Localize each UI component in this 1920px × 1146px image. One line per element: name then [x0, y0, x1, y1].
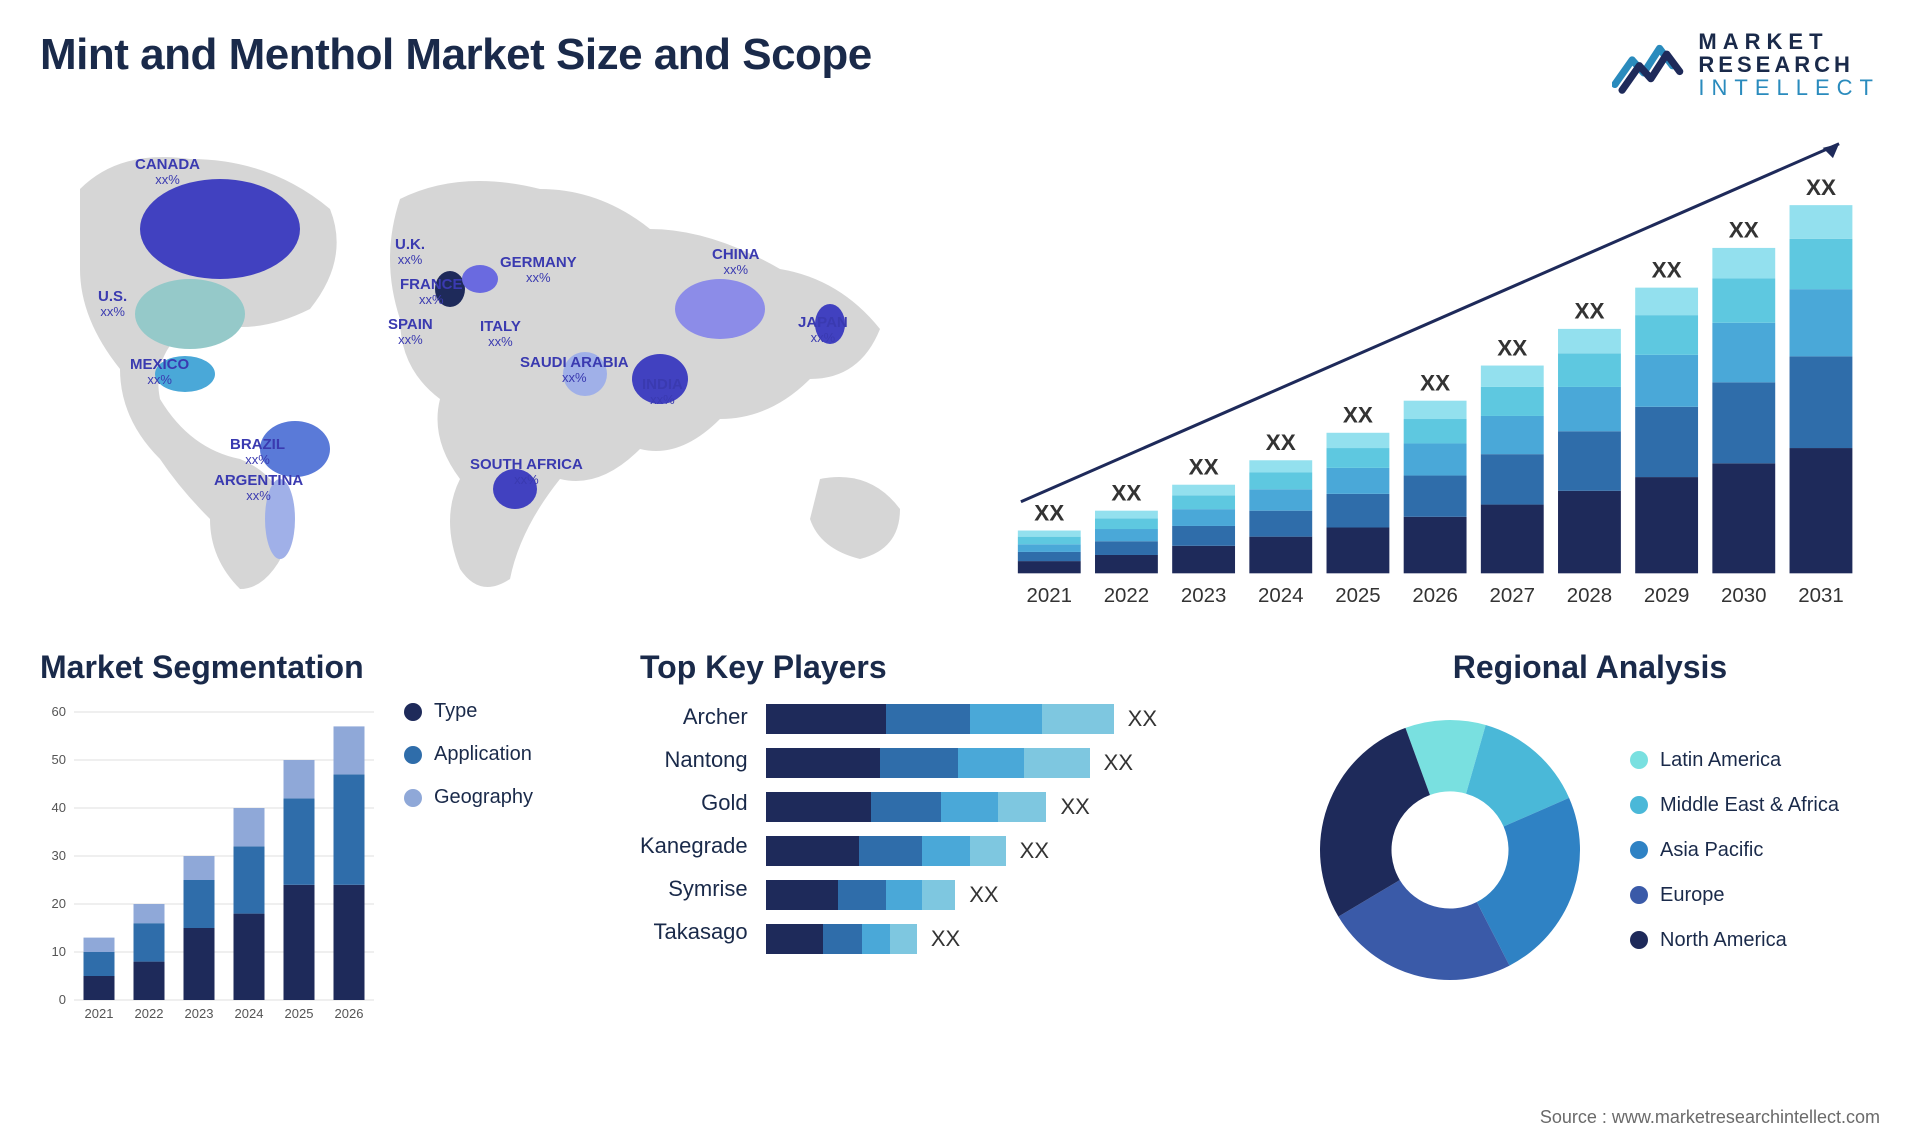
- svg-text:20: 20: [52, 896, 66, 911]
- player-bar-row: XX: [766, 924, 1260, 954]
- map-label-southafrica: SOUTH AFRICAxx%: [470, 457, 583, 486]
- svg-text:30: 30: [52, 848, 66, 863]
- player-name: Symrise: [668, 876, 747, 902]
- map-label-uk: U.K.xx%: [395, 237, 425, 266]
- brand-logo: MARKET RESEARCH INTELLECT: [1612, 30, 1880, 99]
- svg-text:XX: XX: [1343, 403, 1373, 428]
- svg-text:2026: 2026: [335, 1006, 364, 1021]
- player-name: Archer: [683, 704, 748, 730]
- player-bar-row: XX: [766, 880, 1260, 910]
- seg-legend-item: Application: [404, 743, 533, 766]
- svg-text:2027: 2027: [1490, 584, 1535, 607]
- regional-legend-item: Asia Pacific: [1630, 839, 1839, 862]
- world-map-panel: CANADAxx% U.S.xx% MEXICOxx% BRAZILxx% ARGENT…: [40, 119, 940, 639]
- regional-panel: Regional Analysis Latin America Middle Ea…: [1300, 649, 1880, 1030]
- svg-text:50: 50: [52, 752, 66, 767]
- map-label-spain: SPAINxx%: [388, 317, 433, 346]
- players-bar-chart: XX XX XX XX XX XX: [766, 700, 1260, 954]
- map-label-france: FRANCExx%: [400, 277, 463, 306]
- svg-text:2024: 2024: [235, 1006, 264, 1021]
- svg-text:XX: XX: [1189, 455, 1219, 480]
- segmentation-title: Market Segmentation: [40, 649, 600, 686]
- logo-line2: RESEARCH: [1698, 53, 1880, 76]
- segmentation-chart: 0 10 20 30 40 50 60 2021 2022 2023 2024 2025 2026: [40, 700, 380, 1030]
- svg-text:XX: XX: [1652, 258, 1682, 283]
- map-label-india: INDIAxx%: [642, 377, 683, 406]
- player-name: Kanegrade: [640, 833, 748, 859]
- svg-text:2025: 2025: [285, 1006, 314, 1021]
- svg-text:XX: XX: [1574, 299, 1604, 324]
- map-label-argentina: ARGENTINAxx%: [214, 473, 303, 502]
- svg-text:2026: 2026: [1412, 584, 1457, 607]
- segmentation-legend: Type Application Geography: [404, 700, 533, 1030]
- svg-text:2021: 2021: [85, 1006, 114, 1021]
- page-title: Mint and Menthol Market Size and Scope: [40, 30, 872, 80]
- svg-text:2021: 2021: [1027, 584, 1072, 607]
- logo-line3: INTELLECT: [1698, 76, 1880, 99]
- player-name: Nantong: [664, 747, 747, 773]
- player-bar-row: XX: [766, 836, 1260, 866]
- regional-donut-chart: [1300, 700, 1600, 1000]
- player-name: Gold: [701, 790, 747, 816]
- svg-text:2028: 2028: [1567, 584, 1612, 607]
- map-label-us: U.S.xx%: [98, 289, 127, 318]
- player-bar-row: XX: [766, 792, 1260, 822]
- map-label-saudiarabia: SAUDI ARABIAxx%: [520, 355, 629, 384]
- svg-text:2031: 2031: [1798, 584, 1843, 607]
- svg-text:XX: XX: [1266, 430, 1296, 455]
- svg-text:2024: 2024: [1258, 584, 1303, 607]
- svg-text:2029: 2029: [1644, 584, 1689, 607]
- market-growth-chart: XX 2021 XX 2022 XX 2023 XX 2024 XX 2025 XX 2026 XX 20…: [980, 119, 1880, 639]
- svg-text:2022: 2022: [1104, 584, 1149, 607]
- players-title: Top Key Players: [640, 649, 1260, 686]
- players-name-list: Archer Nantong Gold Kanegrade Symrise Takasag…: [640, 700, 748, 954]
- svg-text:XX: XX: [1806, 175, 1836, 200]
- seg-legend-item: Type: [404, 700, 533, 723]
- regional-legend-item: North America: [1630, 929, 1839, 952]
- svg-text:60: 60: [52, 704, 66, 719]
- svg-text:XX: XX: [1420, 371, 1450, 396]
- map-label-brazil: BRAZILxx%: [230, 437, 285, 466]
- source-attribution: Source : www.marketresearchintellect.com: [1540, 1107, 1880, 1128]
- player-bar-row: XX: [766, 704, 1260, 734]
- logo-mark-icon: [1612, 34, 1684, 96]
- svg-text:XX: XX: [1034, 501, 1064, 526]
- svg-text:XX: XX: [1497, 336, 1527, 361]
- map-label-italy: ITALYxx%: [480, 319, 521, 348]
- svg-text:2030: 2030: [1721, 584, 1766, 607]
- svg-text:2025: 2025: [1335, 584, 1380, 607]
- regional-legend-item: Middle East & Africa: [1630, 794, 1839, 817]
- regional-legend: Latin America Middle East & Africa Asia Pa…: [1630, 749, 1839, 952]
- seg-legend-item: Geography: [404, 786, 533, 809]
- svg-text:0: 0: [59, 992, 66, 1007]
- player-bar-row: XX: [766, 748, 1260, 778]
- svg-text:XX: XX: [1729, 218, 1759, 243]
- svg-text:40: 40: [52, 800, 66, 815]
- svg-text:XX: XX: [1111, 481, 1141, 506]
- svg-text:10: 10: [52, 944, 66, 959]
- players-panel: Top Key Players Archer Nantong Gold Kanegra…: [640, 649, 1260, 1030]
- map-label-canada: CANADAxx%: [135, 157, 200, 186]
- segmentation-panel: Market Segmentation 0 10 20 30 40 50 60 2021 202…: [40, 649, 600, 1030]
- player-name: Takasago: [653, 919, 747, 945]
- regional-legend-item: Europe: [1630, 884, 1839, 907]
- svg-text:2023: 2023: [185, 1006, 214, 1021]
- regional-legend-item: Latin America: [1630, 749, 1839, 772]
- map-label-japan: JAPANxx%: [798, 315, 848, 344]
- svg-text:2023: 2023: [1181, 584, 1226, 607]
- regional-title: Regional Analysis: [1300, 649, 1880, 686]
- map-label-mexico: MEXICOxx%: [130, 357, 189, 386]
- logo-line1: MARKET: [1698, 30, 1880, 53]
- map-label-germany: GERMANYxx%: [500, 255, 577, 284]
- svg-text:2022: 2022: [135, 1006, 164, 1021]
- map-label-china: CHINAxx%: [712, 247, 760, 276]
